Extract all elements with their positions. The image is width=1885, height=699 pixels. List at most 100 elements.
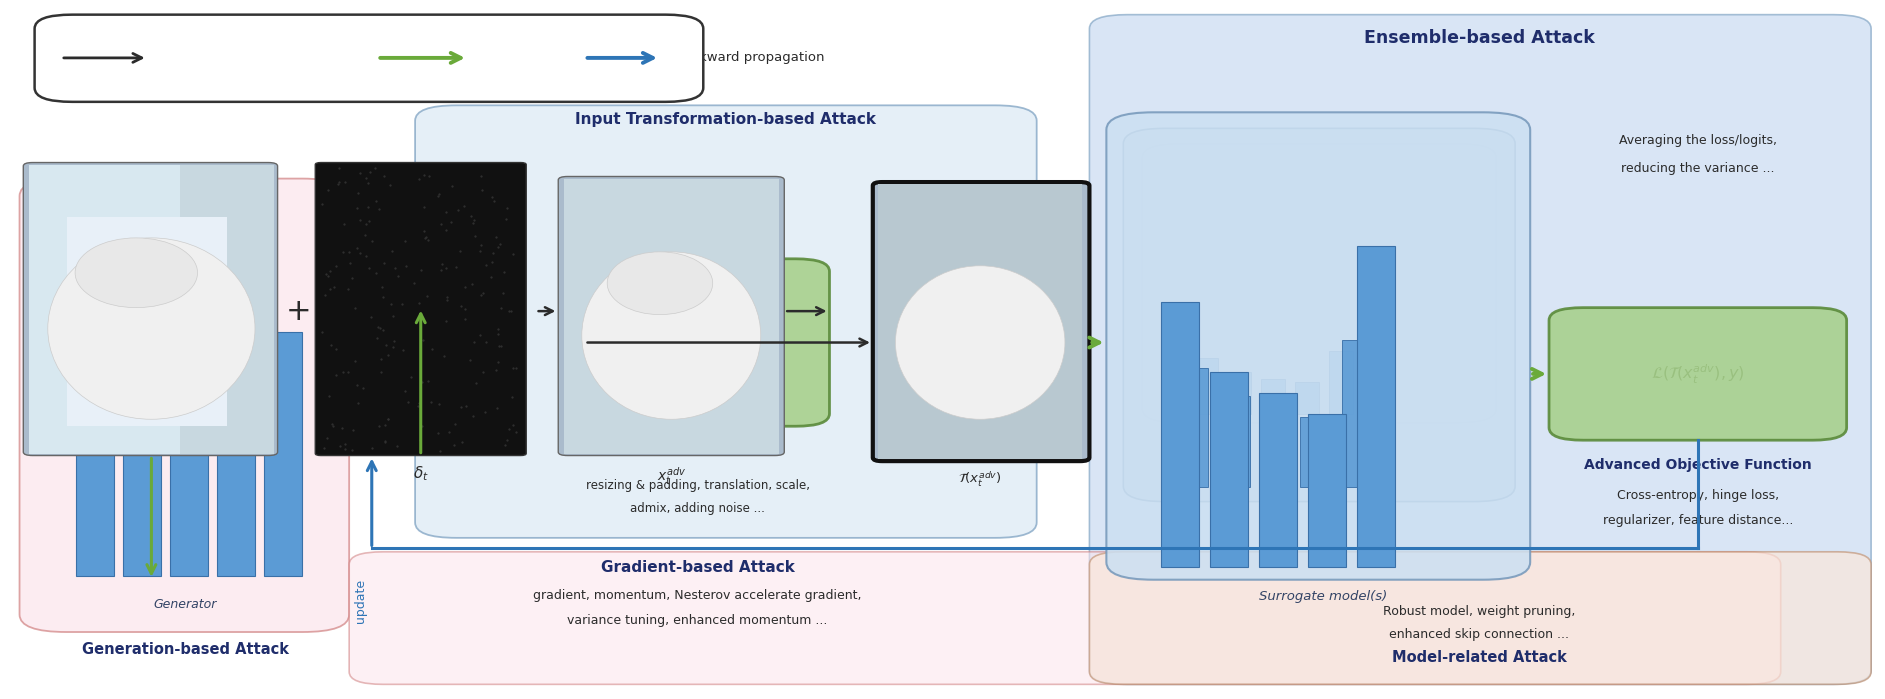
Point (460, 230, 490, 241)
Point (320, 260, 351, 271)
Point (364, 203, 394, 215)
Point (371, 339, 402, 350)
Point (405, 434, 435, 445)
FancyBboxPatch shape (1106, 113, 1531, 579)
Point (354, 166, 385, 178)
Text: admix, adding noise ...: admix, adding noise ... (630, 502, 765, 515)
FancyBboxPatch shape (1090, 15, 1872, 684)
Point (494, 423, 524, 434)
Bar (1161, 302, 1199, 567)
Text: arithmetical operation: arithmetical operation (162, 52, 311, 64)
Point (369, 435, 400, 447)
Point (349, 382, 379, 394)
Point (409, 226, 439, 237)
Point (356, 236, 386, 247)
Text: Surrogate model(s): Surrogate model(s) (1259, 590, 1387, 603)
Point (501, 427, 532, 438)
Point (351, 229, 381, 240)
Text: Gradient-based Attack: Gradient-based Attack (601, 560, 795, 575)
Text: resizing & padding, translation, scale,: resizing & padding, translation, scale, (586, 479, 811, 492)
Point (411, 290, 441, 301)
Point (334, 258, 364, 269)
Point (324, 162, 354, 173)
Point (426, 258, 456, 269)
Point (345, 168, 375, 179)
Point (471, 336, 501, 347)
Point (477, 257, 507, 268)
Point (426, 265, 456, 276)
Point (364, 420, 394, 431)
Text: · · ·: · · · (1180, 284, 1193, 303)
Point (445, 300, 475, 311)
Point (424, 189, 454, 200)
Text: Generator: Generator (153, 598, 217, 611)
Point (498, 391, 528, 402)
FancyBboxPatch shape (349, 552, 1781, 684)
Bar (123, 297, 160, 576)
Point (409, 169, 439, 180)
Bar (1176, 368, 1208, 487)
Point (407, 264, 437, 275)
Point (456, 354, 486, 366)
Point (413, 234, 443, 245)
Text: forward propagation: forward propagation (483, 52, 618, 64)
Point (409, 201, 439, 212)
Point (400, 278, 430, 289)
Point (369, 437, 400, 448)
Bar (66, 217, 226, 426)
Text: NN$_2$: NN$_2$ (1287, 336, 1314, 351)
Point (369, 171, 400, 182)
Point (317, 418, 347, 429)
Point (368, 291, 398, 303)
Text: Robust model, weight pruning,: Robust model, weight pruning, (1384, 605, 1576, 618)
Point (488, 287, 518, 298)
Point (379, 336, 409, 347)
Point (479, 195, 509, 206)
Point (466, 289, 496, 301)
Point (422, 191, 452, 202)
Bar (1227, 372, 1252, 414)
Point (498, 419, 528, 430)
FancyBboxPatch shape (558, 176, 784, 456)
Point (415, 170, 445, 181)
Point (483, 242, 513, 253)
Point (447, 436, 477, 447)
Bar (264, 332, 302, 576)
Point (467, 288, 498, 299)
Point (315, 283, 345, 294)
Point (466, 171, 496, 182)
Point (388, 345, 418, 356)
Text: Advanced Objective Function: Advanced Objective Function (1583, 458, 1811, 472)
Point (403, 297, 434, 308)
Point (375, 180, 405, 191)
Point (351, 219, 381, 230)
Text: Transformation: Transformation (654, 310, 760, 324)
Point (483, 329, 513, 340)
Point (343, 202, 373, 213)
Point (328, 247, 358, 258)
Point (369, 257, 400, 268)
Bar (75, 353, 113, 576)
Text: variance tuning, enhanced momentum ...: variance tuning, enhanced momentum ... (567, 614, 828, 627)
Point (467, 366, 498, 377)
Point (443, 204, 473, 215)
FancyBboxPatch shape (19, 178, 349, 632)
Point (403, 173, 434, 184)
Point (364, 321, 394, 332)
Bar (28, 165, 273, 454)
Point (430, 350, 460, 361)
Point (432, 315, 462, 326)
Point (426, 219, 456, 230)
Point (466, 330, 496, 341)
Text: gradient, momentum, Nesterov accelerate gradient,: gradient, momentum, Nesterov accelerate … (533, 589, 861, 602)
FancyBboxPatch shape (1549, 308, 1847, 440)
Point (360, 267, 390, 278)
Bar (1329, 351, 1353, 414)
Point (351, 173, 381, 184)
Point (471, 260, 501, 271)
Point (368, 324, 398, 336)
Point (496, 306, 526, 317)
Point (352, 201, 383, 212)
Bar (217, 297, 254, 576)
Point (337, 445, 368, 456)
